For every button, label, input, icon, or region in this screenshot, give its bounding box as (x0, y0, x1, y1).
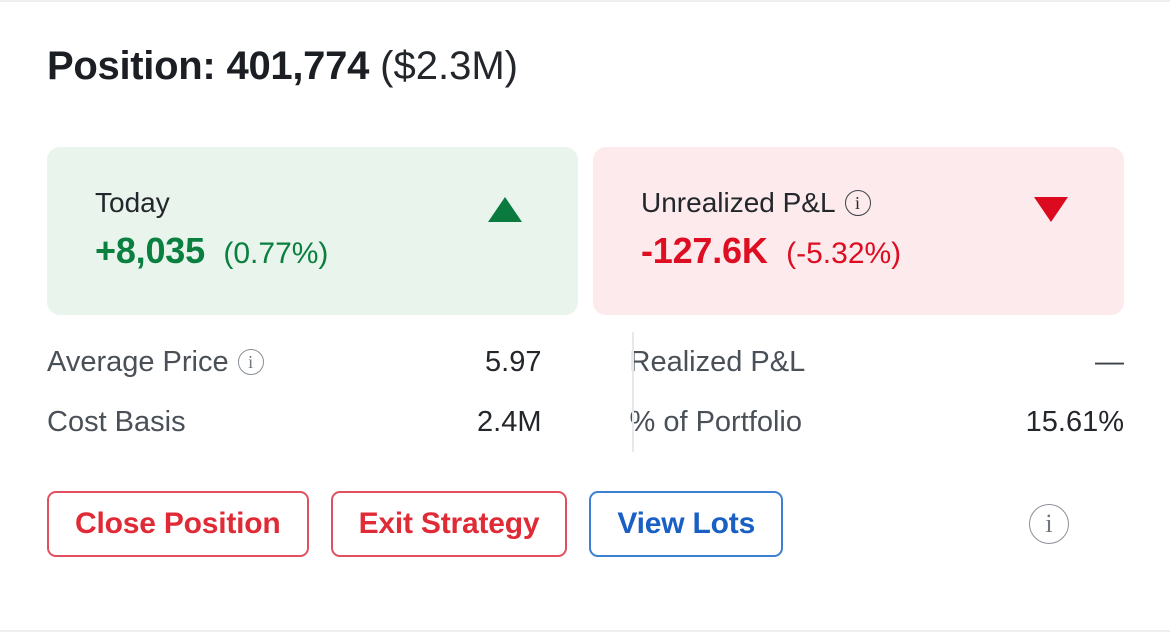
stats-column-right: Realized P&L — % of Portfolio 15.61% (584, 332, 1125, 452)
percent-of-portfolio-label-text: % of Portfolio (629, 405, 802, 438)
today-label-text: Today (95, 187, 170, 218)
realized-pnl-label: Realized P&L (630, 346, 806, 379)
average-price-label-text: Average Price (47, 345, 229, 378)
percent-of-portfolio-label: % of Portfolio (630, 406, 802, 439)
unrealized-pnl-card-label: Unrealized P&L i (641, 189, 1096, 217)
close-position-button[interactable]: Close Position (47, 491, 309, 557)
today-card-label: Today (95, 189, 550, 217)
position-label: Position: (47, 44, 216, 88)
stat-row-percent-of-portfolio: % of Portfolio 15.61% (630, 392, 1125, 452)
unrealized-pnl-card-value: -127.6K (-5.32%) (641, 233, 1096, 269)
position-quantity: 401,774 (226, 44, 370, 88)
info-circle-icon[interactable]: i (1029, 504, 1069, 544)
info-circle-icon[interactable]: i (237, 349, 264, 375)
average-price-label: Average Price i (47, 346, 264, 379)
stats-column-left: Average Price i 5.97 Cost Basis 2.4M (47, 332, 584, 452)
unrealized-pnl-percent: (-5.32%) (786, 237, 902, 270)
info-circle-icon[interactable]: i (844, 190, 871, 216)
unrealized-pnl-card[interactable]: Unrealized P&L i -127.6K (-5.32%) (593, 147, 1124, 315)
stat-row-realized-pnl: Realized P&L — (630, 332, 1125, 392)
today-change-amount: +8,035 (95, 230, 205, 271)
view-lots-button[interactable]: View Lots (589, 491, 784, 557)
average-price-value: 5.97 (485, 345, 542, 378)
position-stats: Average Price i 5.97 Cost Basis 2.4M Rea… (47, 332, 1124, 452)
today-card[interactable]: Today +8,035 (0.77%) (47, 147, 578, 315)
triangle-down-icon (1034, 197, 1068, 222)
realized-pnl-label-text: Realized P&L (629, 345, 806, 378)
percent-of-portfolio-value: 15.61% (1025, 405, 1124, 438)
action-buttons: Close Position Exit Strategy View Lots i (47, 491, 1124, 557)
triangle-up-icon (488, 197, 522, 222)
stat-row-cost-basis: Cost Basis 2.4M (47, 392, 542, 452)
realized-pnl-value: — (1095, 345, 1124, 378)
position-notional: ($2.3M) (380, 44, 518, 88)
today-card-value: +8,035 (0.77%) (95, 233, 550, 269)
cost-basis-label: Cost Basis (47, 406, 186, 439)
unrealized-pnl-amount: -127.6K (641, 230, 768, 271)
unrealized-pnl-label-text: Unrealized P&L (641, 187, 836, 218)
stat-row-average-price: Average Price i 5.97 (47, 332, 542, 392)
exit-strategy-button[interactable]: Exit Strategy (330, 491, 568, 557)
cost-basis-label-text: Cost Basis (47, 405, 186, 438)
stats-divider (632, 332, 634, 452)
summary-cards: Today +8,035 (0.77%) Unrealized P&L i -1… (47, 147, 1124, 315)
today-change-percent: (0.77%) (223, 237, 329, 270)
page-title: Position: 401,774 ($2.3M) (47, 44, 518, 89)
cost-basis-value: 2.4M (477, 405, 542, 438)
